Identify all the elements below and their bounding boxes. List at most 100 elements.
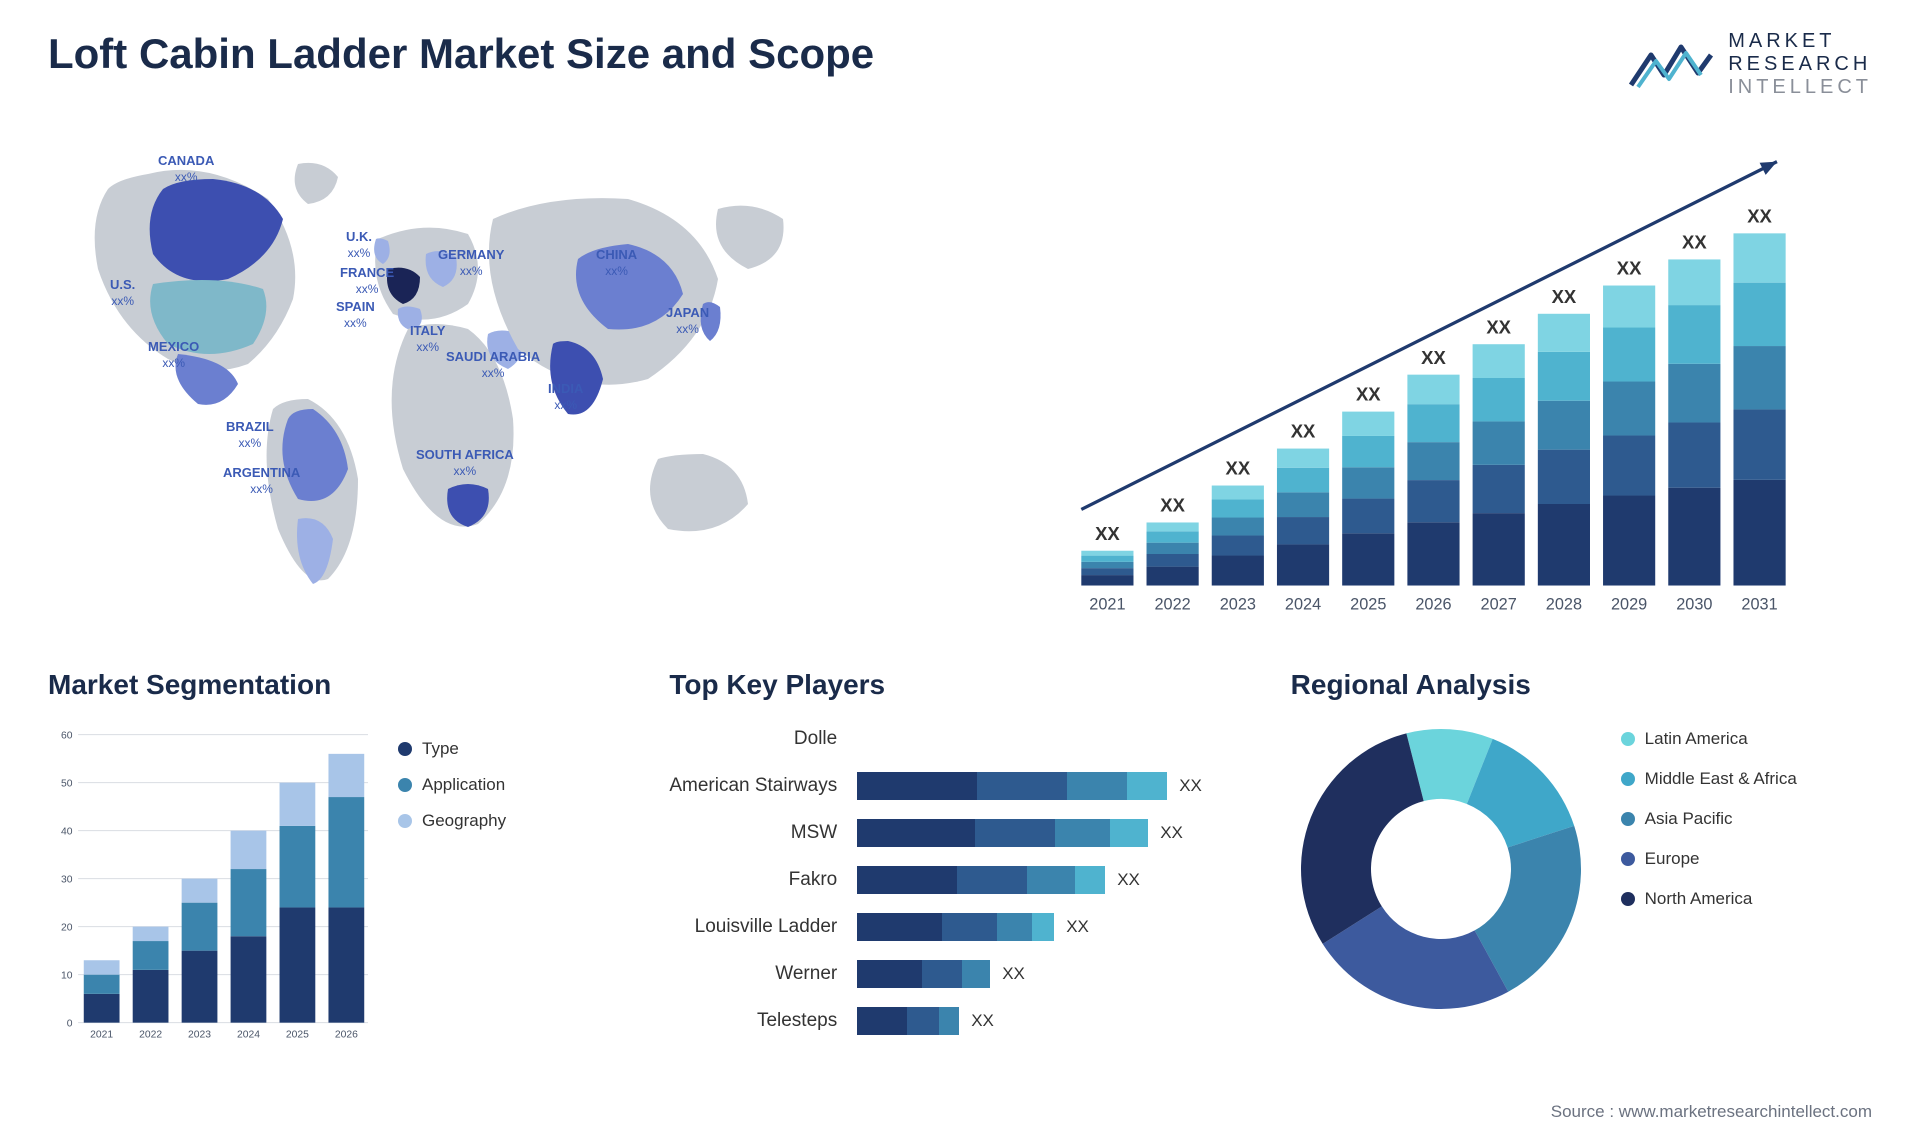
legend-dot bbox=[1621, 772, 1635, 786]
player-bar-row: XX bbox=[857, 1007, 1250, 1035]
svg-text:30: 30 bbox=[61, 874, 73, 885]
players-section: Top Key Players DolleAmerican StairwaysM… bbox=[669, 669, 1250, 1099]
svg-text:40: 40 bbox=[61, 826, 73, 837]
player-bar-segment bbox=[857, 772, 977, 800]
player-bar-segment bbox=[962, 960, 990, 988]
legend-item-application: Application bbox=[398, 775, 506, 795]
player-bar-segment bbox=[857, 913, 942, 941]
player-bar-segment bbox=[942, 913, 997, 941]
player-bar-row: XX bbox=[857, 819, 1250, 847]
svg-text:2021: 2021 bbox=[1089, 595, 1125, 613]
player-bar-segment bbox=[1027, 866, 1075, 894]
legend-item-north-america: North America bbox=[1621, 889, 1797, 909]
player-bar-segment bbox=[1110, 819, 1148, 847]
legend-label: Type bbox=[422, 739, 459, 759]
player-label: Fakro bbox=[669, 866, 837, 894]
svg-text:2022: 2022 bbox=[1154, 595, 1190, 613]
player-bar-segment bbox=[1055, 819, 1110, 847]
legend-label: Geography bbox=[422, 811, 506, 831]
legend-item-asia-pacific: Asia Pacific bbox=[1621, 809, 1797, 829]
player-value: XX bbox=[1066, 917, 1089, 937]
svg-text:20: 20 bbox=[61, 922, 73, 933]
player-bar bbox=[857, 960, 990, 988]
svg-text:2027: 2027 bbox=[1481, 595, 1517, 613]
legend-label: Asia Pacific bbox=[1645, 809, 1733, 829]
svg-text:2031: 2031 bbox=[1741, 595, 1777, 613]
player-bar-segment bbox=[1075, 866, 1105, 894]
player-bar bbox=[857, 913, 1054, 941]
svg-text:XX: XX bbox=[1617, 258, 1642, 279]
legend-item-type: Type bbox=[398, 739, 506, 759]
svg-text:2025: 2025 bbox=[1350, 595, 1386, 613]
player-value: XX bbox=[971, 1011, 994, 1031]
player-label: Dolle bbox=[669, 725, 837, 753]
legend-label: Europe bbox=[1645, 849, 1700, 869]
bottom-row: Market Segmentation 01020304050602021202… bbox=[48, 669, 1872, 1099]
page-title: Loft Cabin Ladder Market Size and Scope bbox=[48, 30, 874, 78]
legend-dot bbox=[398, 814, 412, 828]
player-label: American Stairways bbox=[669, 772, 837, 800]
top-row: CANADAxx%U.S.xx%MEXICOxx%BRAZILxx%ARGENT… bbox=[48, 129, 1872, 629]
map-label-japan: JAPANxx% bbox=[666, 305, 709, 336]
player-value: XX bbox=[1117, 870, 1140, 890]
player-bars: XX XX XX XX XX XX bbox=[857, 719, 1250, 1035]
svg-text:2026: 2026 bbox=[1415, 595, 1451, 613]
logo: MARKET RESEARCH INTELLECT bbox=[1626, 30, 1872, 99]
legend-dot bbox=[1621, 812, 1635, 826]
svg-text:2022: 2022 bbox=[139, 1030, 162, 1041]
svg-text:10: 10 bbox=[61, 970, 73, 981]
player-bar-segment bbox=[857, 960, 922, 988]
logo-line3: INTELLECT bbox=[1728, 76, 1872, 99]
map-label-saudiarabia: SAUDI ARABIAxx% bbox=[446, 349, 540, 380]
legend-dot bbox=[1621, 852, 1635, 866]
map-label-brazil: BRAZILxx% bbox=[226, 419, 274, 450]
legend-label: North America bbox=[1645, 889, 1753, 909]
legend-item-geography: Geography bbox=[398, 811, 506, 831]
svg-text:XX: XX bbox=[1747, 205, 1772, 226]
growth-chart-panel: XX2021XX2022XX2023XX2024XX2025XX2026XX20… bbox=[1008, 129, 1872, 629]
world-map-panel: CANADAxx%U.S.xx%MEXICOxx%BRAZILxx%ARGENT… bbox=[48, 129, 948, 629]
player-bar-segment bbox=[977, 772, 1067, 800]
map-label-spain: SPAINxx% bbox=[336, 299, 375, 330]
player-labels: DolleAmerican StairwaysMSWFakroLouisvill… bbox=[669, 719, 837, 1035]
player-bar-segment bbox=[939, 1007, 959, 1035]
segmentation-title: Market Segmentation bbox=[48, 669, 629, 701]
player-bar-segment bbox=[975, 819, 1055, 847]
players-title: Top Key Players bbox=[669, 669, 1250, 701]
regional-donut-chart bbox=[1291, 719, 1591, 1019]
player-bar-row: XX bbox=[857, 913, 1250, 941]
player-bar-segment bbox=[857, 866, 957, 894]
svg-text:XX: XX bbox=[1486, 316, 1511, 337]
logo-line1: MARKET bbox=[1728, 30, 1872, 53]
player-bar-segment bbox=[857, 819, 975, 847]
legend-dot bbox=[1621, 732, 1635, 746]
legend-item-middle-east---africa: Middle East & Africa bbox=[1621, 769, 1797, 789]
player-bar-row: XX bbox=[857, 960, 1250, 988]
player-bar-segment bbox=[1127, 772, 1167, 800]
source-attribution: Source : www.marketresearchintellect.com bbox=[1551, 1102, 1872, 1122]
player-value: XX bbox=[1160, 823, 1183, 843]
map-label-china: CHINAxx% bbox=[596, 247, 637, 278]
player-bar bbox=[857, 1007, 959, 1035]
player-bar-row: XX bbox=[857, 772, 1250, 800]
player-bar-row: XX bbox=[857, 866, 1250, 894]
map-label-southafrica: SOUTH AFRICAxx% bbox=[416, 447, 514, 478]
growth-bar-chart: XX2021XX2022XX2023XX2024XX2025XX2026XX20… bbox=[1008, 129, 1872, 629]
player-label: Werner bbox=[669, 960, 837, 988]
player-label: Louisville Ladder bbox=[669, 913, 837, 941]
svg-text:50: 50 bbox=[61, 778, 73, 789]
logo-icon bbox=[1626, 35, 1716, 95]
player-bar bbox=[857, 772, 1167, 800]
svg-text:XX: XX bbox=[1552, 286, 1577, 307]
map-label-uk: U.K.xx% bbox=[346, 229, 372, 260]
player-label: Telesteps bbox=[669, 1007, 837, 1035]
svg-text:XX: XX bbox=[1291, 421, 1316, 442]
svg-text:XX: XX bbox=[1682, 232, 1707, 253]
map-label-italy: ITALYxx% bbox=[410, 323, 445, 354]
map-label-canada: CANADAxx% bbox=[158, 153, 214, 184]
player-bar bbox=[857, 866, 1105, 894]
player-value: XX bbox=[1179, 776, 1202, 796]
svg-text:60: 60 bbox=[61, 730, 73, 741]
legend-item-europe: Europe bbox=[1621, 849, 1797, 869]
svg-text:XX: XX bbox=[1226, 458, 1251, 479]
